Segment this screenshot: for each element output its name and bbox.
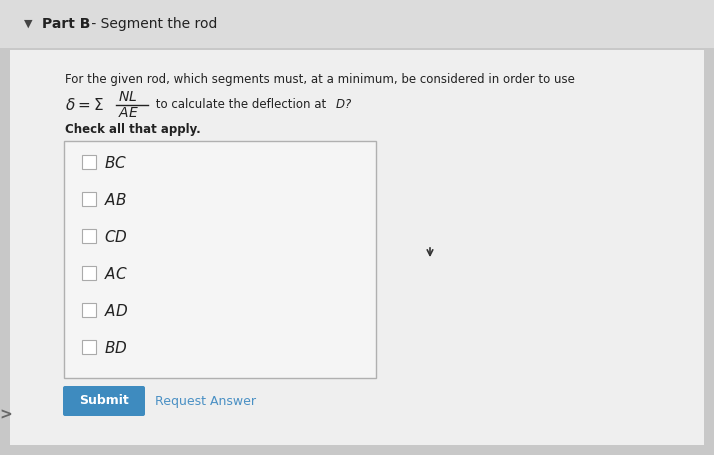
Bar — [82, 266, 96, 280]
Text: >: > — [0, 408, 12, 423]
Bar — [82, 192, 96, 206]
Text: $\mathit{AB}$: $\mathit{AB}$ — [104, 192, 127, 208]
Text: $\mathit{CD}$: $\mathit{CD}$ — [104, 229, 128, 245]
Bar — [82, 229, 96, 243]
Text: to calculate the deflection at: to calculate the deflection at — [152, 98, 330, 111]
Text: Part B: Part B — [42, 17, 91, 31]
Text: ▼: ▼ — [24, 19, 32, 29]
Bar — [0, 0, 714, 48]
Text: $\mathit{BC}$: $\mathit{BC}$ — [104, 155, 127, 171]
Text: $\mathit{AC}$: $\mathit{AC}$ — [104, 266, 128, 282]
Text: $D$?: $D$? — [335, 98, 352, 111]
Text: $\mathit{BD}$: $\mathit{BD}$ — [104, 340, 128, 356]
Text: Request Answer: Request Answer — [155, 394, 256, 408]
Text: $AE$: $AE$ — [118, 106, 139, 120]
Text: Submit: Submit — [79, 394, 129, 408]
Bar — [10, 50, 704, 445]
Text: $\delta = \Sigma$: $\delta = \Sigma$ — [65, 97, 104, 113]
Text: $\mathit{AD}$: $\mathit{AD}$ — [104, 303, 129, 319]
Bar — [82, 303, 96, 317]
Text: Check all that apply.: Check all that apply. — [65, 123, 201, 136]
FancyBboxPatch shape — [64, 141, 376, 378]
FancyBboxPatch shape — [63, 386, 145, 416]
Text: For the given rod, which segments must, at a minimum, be considered in order to : For the given rod, which segments must, … — [65, 74, 575, 86]
Text: $NL$: $NL$ — [118, 90, 137, 104]
Bar — [82, 340, 96, 354]
Text: - Segment the rod: - Segment the rod — [87, 17, 217, 31]
Bar — [82, 155, 96, 169]
